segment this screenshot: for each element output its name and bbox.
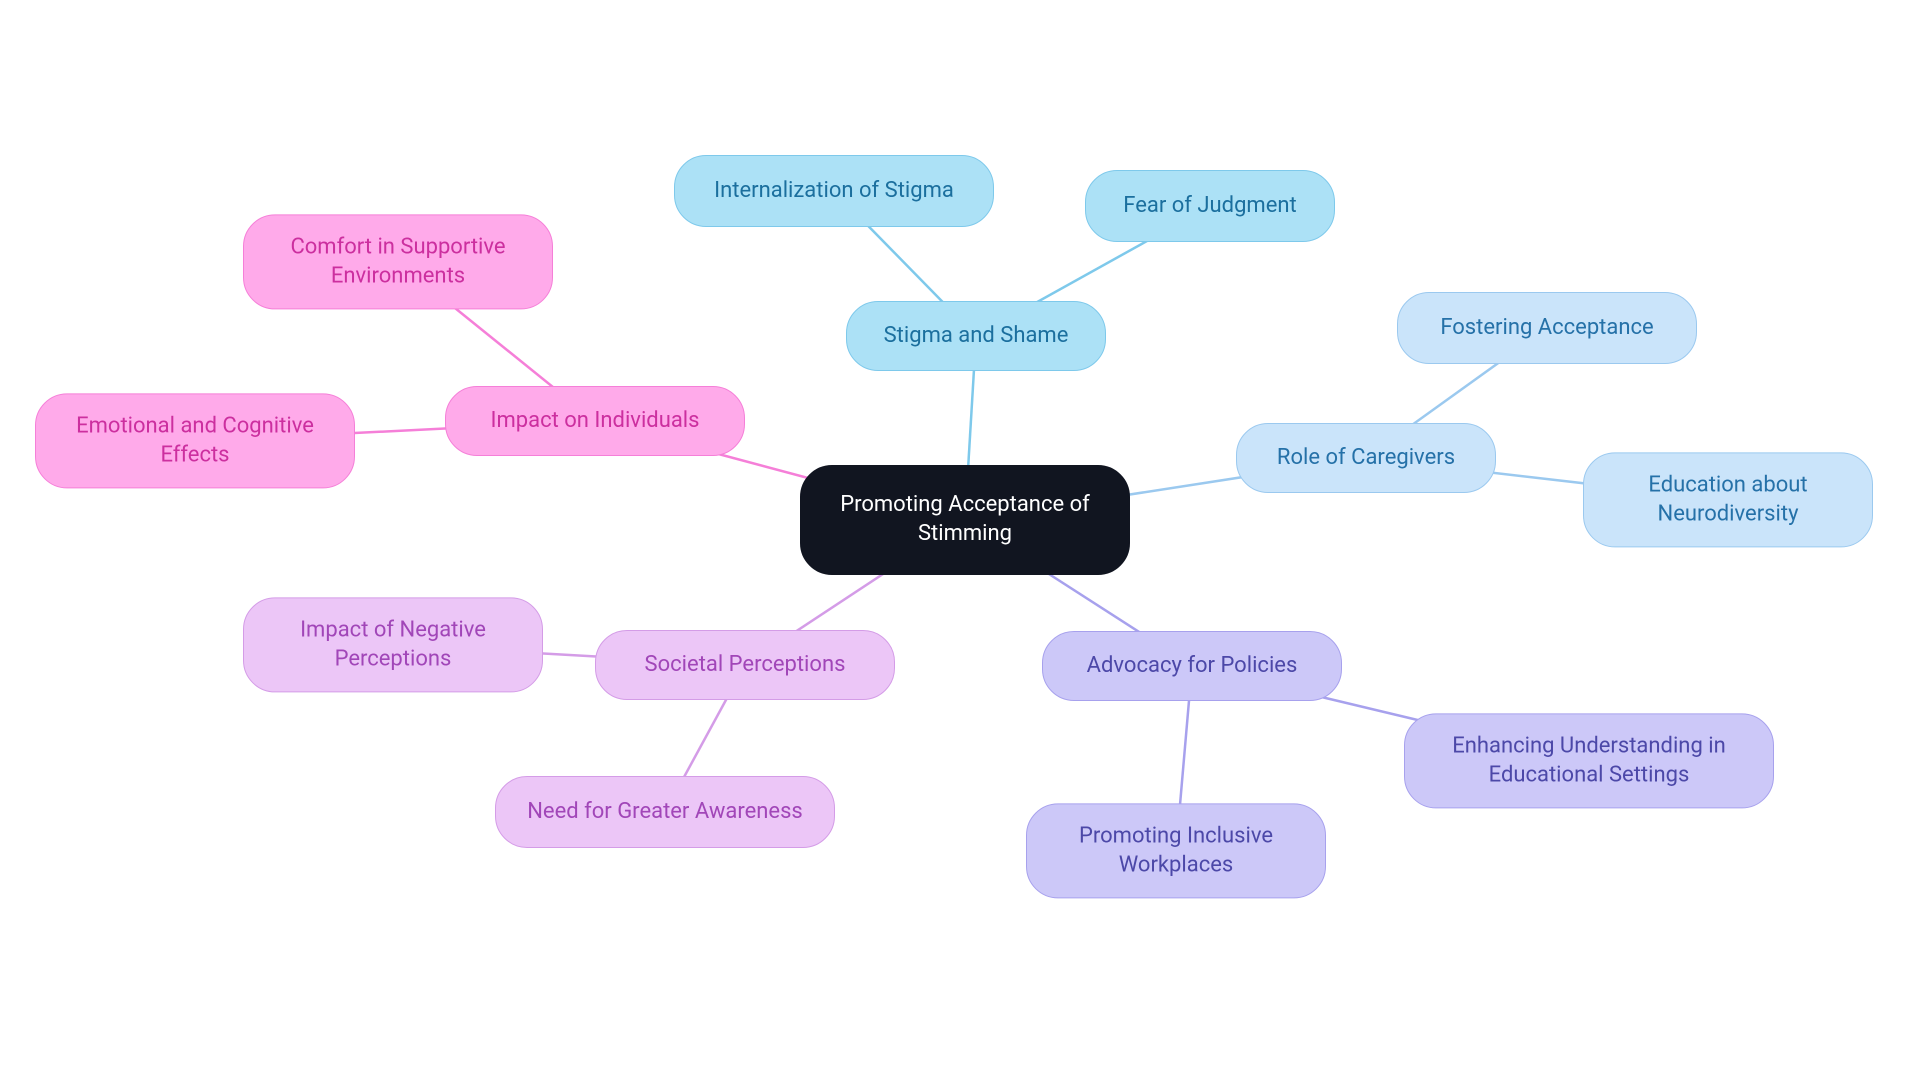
node-impact: Impact on Individuals (445, 386, 745, 456)
node-education: Education about Neurodiversity (1583, 452, 1873, 547)
node-label: Societal Perceptions (645, 651, 846, 680)
node-label: Emotional and Cognitive Effects (64, 412, 326, 469)
node-workplaces: Promoting Inclusive Workplaces (1026, 803, 1326, 898)
node-label: Promoting Acceptance of Stimming (829, 491, 1101, 548)
node-label: Enhancing Understanding in Educational S… (1433, 732, 1745, 789)
node-stigma: Stigma and Shame (846, 301, 1106, 371)
node-awareness: Need for Greater Awareness (495, 776, 835, 848)
node-label: Role of Caregivers (1277, 444, 1455, 473)
node-societal: Societal Perceptions (595, 630, 895, 700)
node-negative: Impact of Negative Perceptions (243, 597, 543, 692)
node-fostering: Fostering Acceptance (1397, 292, 1697, 364)
node-center: Promoting Acceptance of Stimming (800, 465, 1130, 575)
node-label: Internalization of Stigma (714, 177, 954, 206)
node-label: Impact of Negative Perceptions (272, 616, 514, 673)
node-label: Fostering Acceptance (1440, 314, 1653, 343)
node-label: Comfort in Supportive Environments (272, 233, 524, 290)
node-label: Advocacy for Policies (1087, 652, 1298, 681)
node-label: Education about Neurodiversity (1612, 471, 1844, 528)
node-emotional: Emotional and Cognitive Effects (35, 393, 355, 488)
node-edu_settings: Enhancing Understanding in Educational S… (1404, 713, 1774, 808)
node-label: Stigma and Shame (884, 322, 1069, 351)
node-advocacy: Advocacy for Policies (1042, 631, 1342, 701)
node-fear: Fear of Judgment (1085, 170, 1335, 242)
node-caregivers: Role of Caregivers (1236, 423, 1496, 493)
node-label: Impact on Individuals (490, 407, 699, 436)
node-internalization: Internalization of Stigma (674, 155, 994, 227)
node-comfort: Comfort in Supportive Environments (243, 214, 553, 309)
node-label: Promoting Inclusive Workplaces (1055, 822, 1297, 879)
node-label: Fear of Judgment (1123, 192, 1296, 221)
node-label: Need for Greater Awareness (527, 798, 803, 827)
